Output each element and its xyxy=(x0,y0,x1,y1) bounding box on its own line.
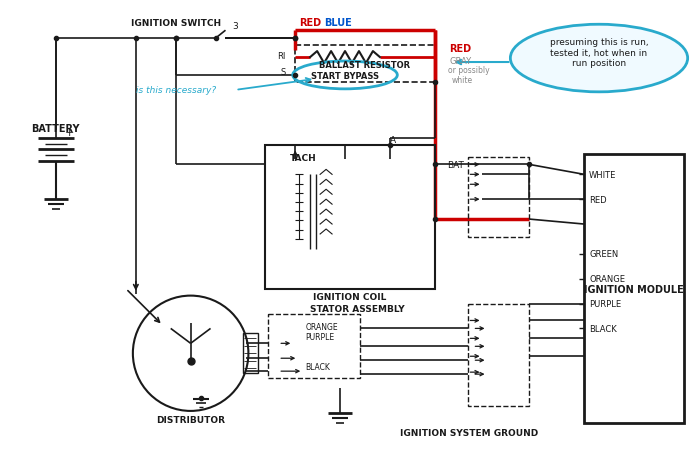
Text: BALLAST RESISTOR: BALLAST RESISTOR xyxy=(319,62,410,70)
Text: S: S xyxy=(280,69,286,77)
Text: ORANGE: ORANGE xyxy=(589,275,625,284)
Text: GREEN: GREEN xyxy=(589,250,618,259)
Text: presuming this is run,
tested it, hot when in
run position: presuming this is run, tested it, hot wh… xyxy=(550,38,648,68)
Text: BLACK: BLACK xyxy=(305,362,330,371)
Text: ORANGE
PURPLE: ORANGE PURPLE xyxy=(305,322,338,341)
Text: RI: RI xyxy=(277,51,286,61)
Text: BATTERY: BATTERY xyxy=(32,123,80,133)
Text: RED: RED xyxy=(299,18,321,28)
Text: IGNITION SYSTEM GROUND: IGNITION SYSTEM GROUND xyxy=(400,428,538,438)
Bar xyxy=(265,145,435,289)
Text: white: white xyxy=(452,76,472,85)
Text: BLACK: BLACK xyxy=(589,324,617,333)
Text: BLUE: BLUE xyxy=(324,18,352,28)
Text: +: + xyxy=(64,127,74,138)
Text: is this necessary?: is this necessary? xyxy=(136,86,216,95)
Text: IGNITION COIL: IGNITION COIL xyxy=(314,293,386,301)
Bar xyxy=(244,334,258,373)
Text: PURPLE: PURPLE xyxy=(589,300,621,308)
Ellipse shape xyxy=(510,25,687,93)
Circle shape xyxy=(133,296,248,411)
Text: DISTRIBUTOR: DISTRIBUTOR xyxy=(156,415,225,425)
Text: BAT: BAT xyxy=(447,161,465,169)
Text: WHITE: WHITE xyxy=(589,170,617,180)
Bar xyxy=(268,314,360,378)
Text: RED: RED xyxy=(589,195,607,204)
Text: TACH: TACH xyxy=(290,154,317,163)
Text: IGNITION MODULE: IGNITION MODULE xyxy=(584,284,684,294)
Text: STATOR ASSEMBLY: STATOR ASSEMBLY xyxy=(310,304,405,313)
Text: A: A xyxy=(390,136,396,145)
Bar xyxy=(468,158,529,238)
Bar xyxy=(295,46,435,83)
Text: IGNITION SWITCH: IGNITION SWITCH xyxy=(131,19,220,28)
Bar xyxy=(468,304,529,406)
Text: RED: RED xyxy=(449,44,472,54)
Text: or possibly: or possibly xyxy=(447,66,489,75)
Text: START BYPASS: START BYPASS xyxy=(311,72,379,81)
Text: 3: 3 xyxy=(232,22,238,31)
Text: GRAY: GRAY xyxy=(449,56,472,65)
Bar xyxy=(584,155,684,423)
